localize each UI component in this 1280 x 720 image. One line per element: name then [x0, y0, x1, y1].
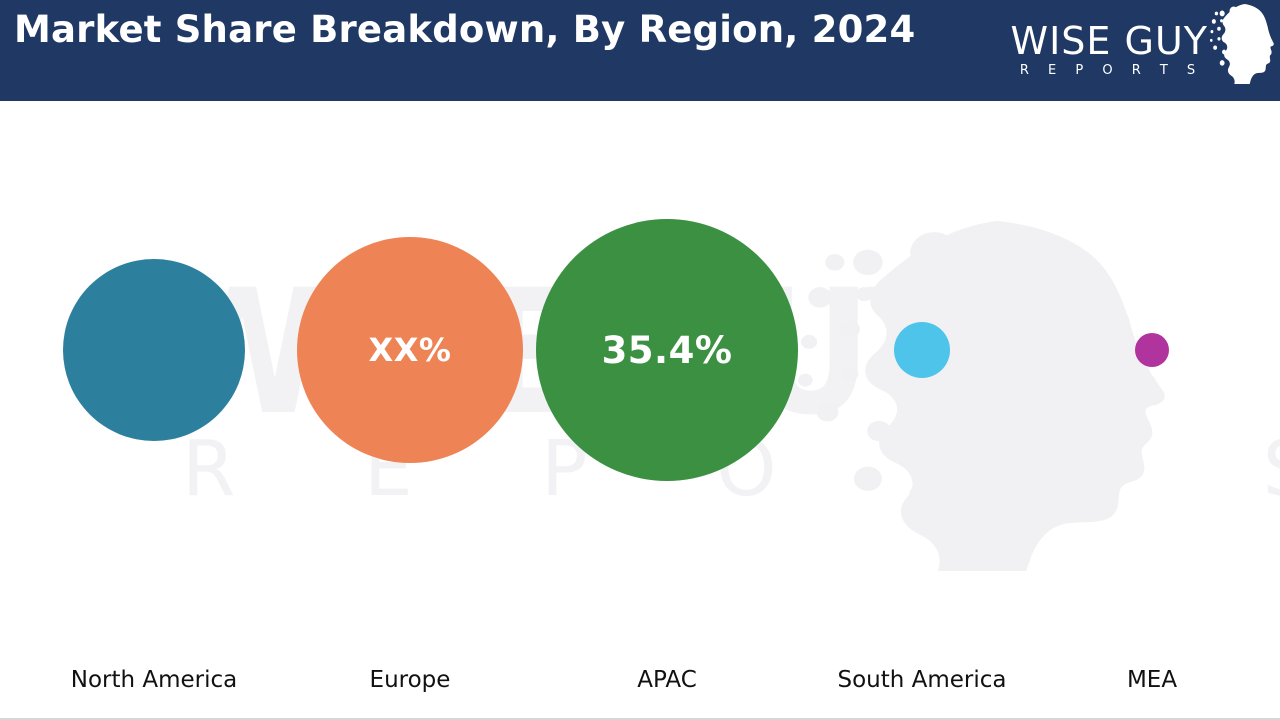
category-label-north-america: North America [70, 667, 238, 693]
brand-name: WISE GUY [1010, 19, 1208, 63]
bubble-europe: XX% [297, 237, 523, 463]
bubble-value-label-europe: XX% [368, 331, 452, 369]
bubble-north-america [63, 259, 245, 441]
category-label-south-america: South America [837, 667, 1007, 693]
chart-area: WISE GUY R E P O R T S XX%35.4% North Am… [0, 101, 1280, 720]
bottom-divider [0, 718, 1280, 720]
header-bar: Market Share Breakdown, By Region, 2024 … [0, 0, 1280, 101]
head-logo-icon [1210, 4, 1274, 84]
page-title: Market Share Breakdown, By Region, 2024 [14, 8, 916, 51]
brand-tagline: R E P O R T S [1019, 63, 1203, 78]
category-label-mea: MEA [1126, 667, 1178, 693]
bubble-layer: XX% 35.4% [0, 101, 1280, 720]
bubble-mea [1135, 333, 1169, 367]
bubble-apac: 35.4% [536, 219, 798, 481]
bubble-value-label-apac: 35.4% [601, 328, 733, 372]
brand-logo-text: WISE GUY R E P O R T S [1011, 22, 1208, 78]
category-label-europe: Europe [369, 667, 451, 693]
category-label-row: North America Europe APAC South America MEA [0, 667, 1280, 701]
brand-logo: WISE GUY R E P O R T S [1011, 4, 1274, 84]
category-label-apac: APAC [637, 667, 697, 693]
bubble-south-america [894, 322, 950, 378]
